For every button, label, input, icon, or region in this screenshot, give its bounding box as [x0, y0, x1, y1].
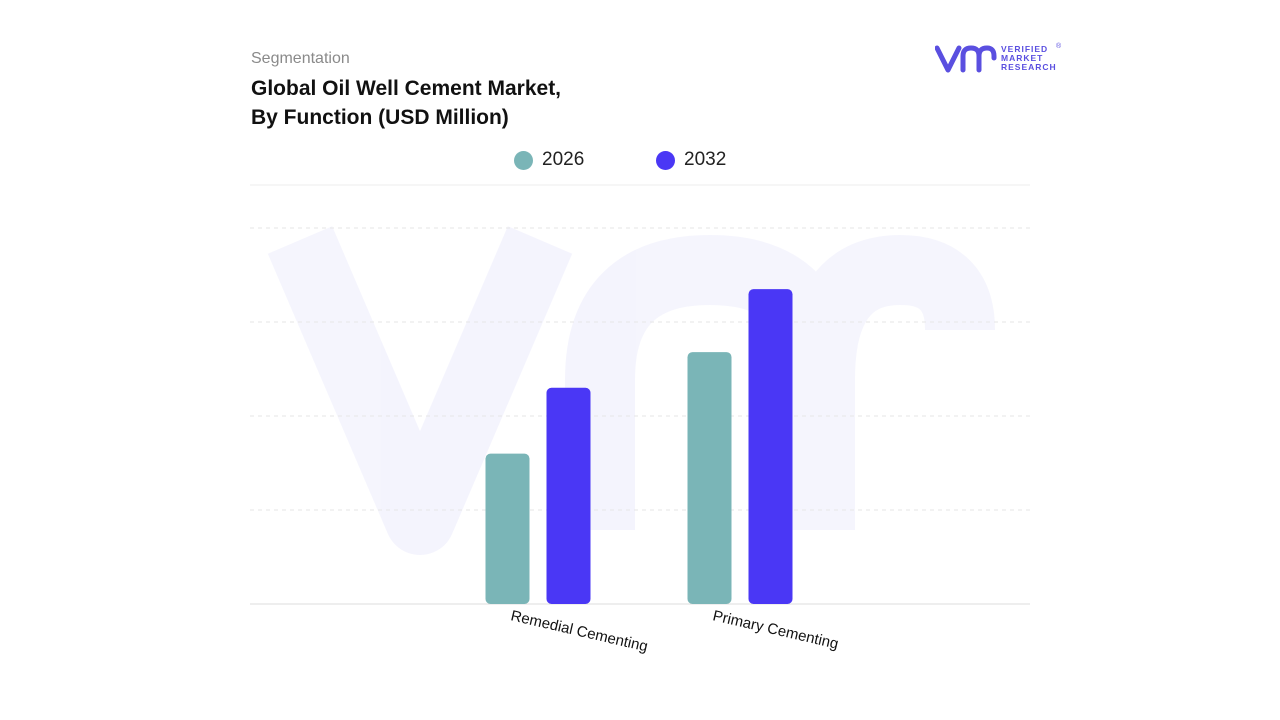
chart-kicker: Segmentation	[251, 50, 350, 67]
bar-1-1	[485, 453, 530, 604]
bar-2-1	[546, 387, 591, 604]
legend-swatch-series-2	[656, 151, 675, 170]
chart-title: Global Oil Well Cement Market, By Functi…	[251, 74, 671, 132]
x-tick-label: Primary Cementing	[711, 607, 840, 652]
registered-mark: ®	[1056, 43, 1062, 50]
watermark-m-shape	[565, 234, 995, 530]
vmr-logo-icon	[935, 45, 997, 73]
watermark-v-shape	[267, 226, 573, 555]
logo-word-2: MARKET	[1001, 53, 1044, 63]
logo-word-1: VERIFIED	[1001, 44, 1049, 54]
legend-swatch-series-1	[514, 151, 533, 170]
bar-2-2	[748, 289, 793, 604]
chart-title-line-1: Global Oil Well Cement Market,	[251, 77, 562, 100]
watermark	[267, 226, 995, 555]
legend-label-series-1: 2026	[542, 149, 585, 170]
chart-legend: 2026 2032	[0, 148, 1280, 174]
logo-word-3: RESEARCH	[1001, 62, 1057, 72]
chart-title-line-2: By Function (USD Million)	[251, 106, 509, 129]
x-tick-label: Remedial Cementing	[509, 607, 649, 655]
logo-wordmark: VERIFIED MARKET RESEARCH	[1001, 45, 1057, 72]
bar-1-2	[687, 352, 732, 604]
legend-label-series-2: 2032	[684, 149, 727, 170]
brand-logo: VERIFIED MARKET RESEARCH ®	[935, 43, 1065, 76]
